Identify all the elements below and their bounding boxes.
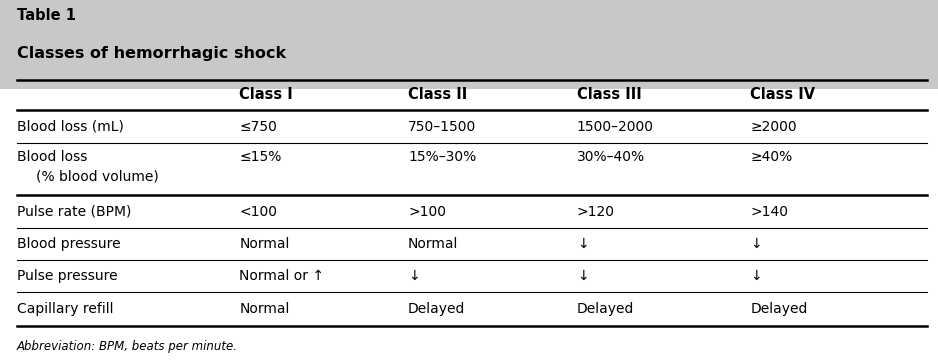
Text: ≥2000: ≥2000 bbox=[750, 119, 797, 134]
Text: ↓: ↓ bbox=[408, 269, 419, 283]
Text: Capillary refill: Capillary refill bbox=[17, 302, 113, 316]
Text: Blood pressure: Blood pressure bbox=[17, 237, 120, 251]
Text: Normal: Normal bbox=[239, 237, 290, 251]
Text: <100: <100 bbox=[239, 205, 278, 219]
Text: Delayed: Delayed bbox=[577, 302, 634, 316]
Text: ↓: ↓ bbox=[750, 237, 762, 251]
Text: Abbreviation: BPM, beats per minute.: Abbreviation: BPM, beats per minute. bbox=[17, 340, 238, 353]
Text: Blood loss: Blood loss bbox=[17, 150, 87, 164]
Text: ↓: ↓ bbox=[750, 269, 762, 283]
Text: Pulse rate (BPM): Pulse rate (BPM) bbox=[17, 205, 131, 219]
Text: Normal or ↑: Normal or ↑ bbox=[239, 269, 325, 283]
Text: 750–1500: 750–1500 bbox=[408, 119, 477, 134]
Text: Classes of hemorrhagic shock: Classes of hemorrhagic shock bbox=[17, 46, 286, 61]
Text: >100: >100 bbox=[408, 205, 446, 219]
Text: ↓: ↓ bbox=[577, 237, 588, 251]
Text: 15%–30%: 15%–30% bbox=[408, 150, 477, 164]
Text: Class IV: Class IV bbox=[750, 87, 815, 102]
Text: Class II: Class II bbox=[408, 87, 467, 102]
Text: Blood loss (mL): Blood loss (mL) bbox=[17, 119, 124, 134]
Text: Normal: Normal bbox=[408, 237, 459, 251]
Text: ≥40%: ≥40% bbox=[750, 150, 793, 164]
Text: Normal: Normal bbox=[239, 302, 290, 316]
Bar bbox=[0, 0, 938, 89]
Text: Pulse pressure: Pulse pressure bbox=[17, 269, 117, 283]
Text: Class III: Class III bbox=[577, 87, 642, 102]
Text: (% blood volume): (% blood volume) bbox=[36, 169, 159, 183]
Text: Class I: Class I bbox=[239, 87, 293, 102]
Text: ≤15%: ≤15% bbox=[239, 150, 281, 164]
Text: >120: >120 bbox=[577, 205, 615, 219]
Text: ↓: ↓ bbox=[577, 269, 588, 283]
Text: >140: >140 bbox=[750, 205, 789, 219]
Text: 30%–40%: 30%–40% bbox=[577, 150, 645, 164]
Text: Delayed: Delayed bbox=[750, 302, 808, 316]
Text: 1500–2000: 1500–2000 bbox=[577, 119, 654, 134]
Text: Delayed: Delayed bbox=[408, 302, 465, 316]
Text: Table 1: Table 1 bbox=[17, 8, 76, 23]
Text: ≤750: ≤750 bbox=[239, 119, 277, 134]
